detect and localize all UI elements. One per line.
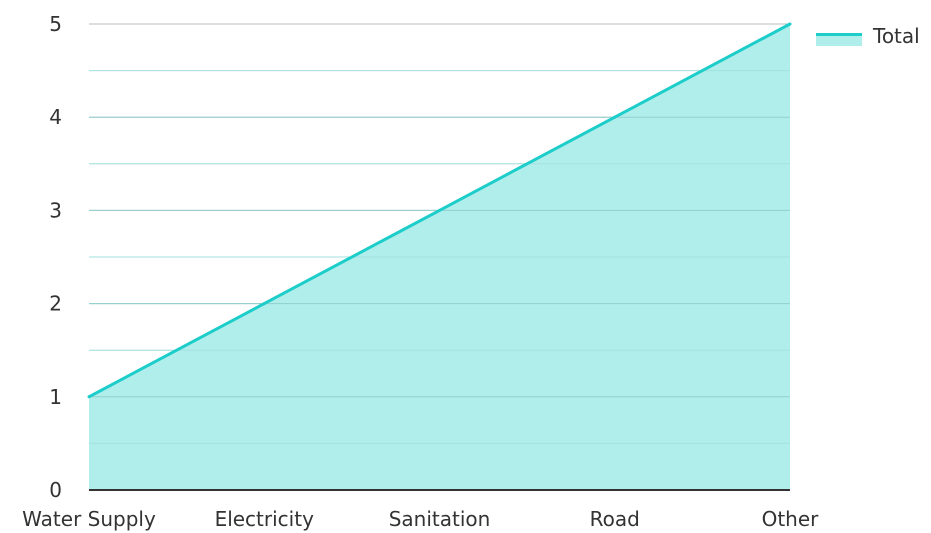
x-tick-label: Sanitation <box>389 507 491 531</box>
data-point-sanitation[interactable] <box>438 208 441 212</box>
x-axis-labels: Water Supply Electricity Sanitation Road Oth… <box>22 507 819 531</box>
data-point-electricity[interactable] <box>262 302 266 306</box>
y-tick-label: 0 <box>49 478 62 502</box>
y-tick-label: 3 <box>49 198 62 222</box>
y-tick-label: 2 <box>49 292 62 316</box>
data-point-water-supply[interactable] <box>87 395 91 399</box>
legend-label-total: Total <box>872 24 920 48</box>
area-layer <box>87 22 792 491</box>
data-point-other[interactable] <box>788 22 792 26</box>
y-tick-label: 4 <box>49 105 62 129</box>
x-tick-label: Water Supply <box>22 507 156 531</box>
y-tick-label: 5 <box>49 12 62 36</box>
x-tick-label: Electricity <box>215 507 315 531</box>
x-tick-label: Other <box>762 507 820 531</box>
y-axis-labels: 0 1 2 3 4 5 <box>49 12 62 502</box>
legend-swatch-total <box>816 34 862 46</box>
x-tick-label: Road <box>590 507 640 531</box>
y-tick-label: 1 <box>49 385 62 409</box>
legend-line-total <box>816 33 862 36</box>
legend[interactable]: Total <box>816 24 920 48</box>
data-point-road[interactable] <box>613 115 617 119</box>
